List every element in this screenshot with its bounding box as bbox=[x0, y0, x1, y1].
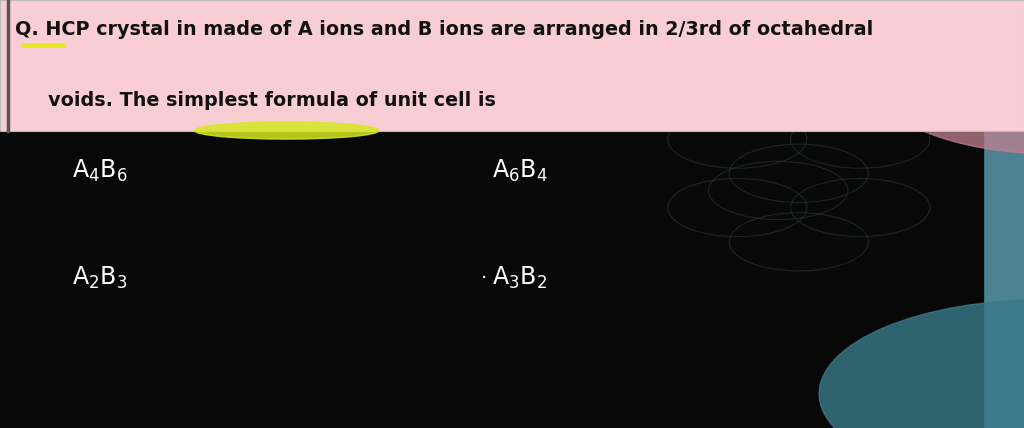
Text: $\mathrm{A}_{2}\mathrm{B}_{3}$: $\mathrm{A}_{2}\mathrm{B}_{3}$ bbox=[72, 265, 127, 291]
Circle shape bbox=[819, 300, 1024, 428]
Ellipse shape bbox=[195, 122, 379, 139]
Text: Q. HCP crystal in made of A ions and B ions are arranged in 2/3rd of octahedral: Q. HCP crystal in made of A ions and B i… bbox=[15, 21, 873, 39]
Text: voids. The simplest formula of unit cell is: voids. The simplest formula of unit cell… bbox=[15, 91, 497, 110]
Text: ·: · bbox=[481, 269, 487, 288]
Text: $\mathrm{A}_{3}\mathrm{B}_{2}$: $\mathrm{A}_{3}\mathrm{B}_{2}$ bbox=[492, 265, 547, 291]
FancyBboxPatch shape bbox=[0, 0, 1024, 131]
Text: $\mathrm{A}_{4}\mathrm{B}_{6}$: $\mathrm{A}_{4}\mathrm{B}_{6}$ bbox=[72, 158, 127, 184]
FancyBboxPatch shape bbox=[983, 0, 1024, 428]
Circle shape bbox=[870, 0, 1024, 154]
Text: $\mathrm{A}_{6}\mathrm{B}_{4}$: $\mathrm{A}_{6}\mathrm{B}_{4}$ bbox=[492, 158, 547, 184]
